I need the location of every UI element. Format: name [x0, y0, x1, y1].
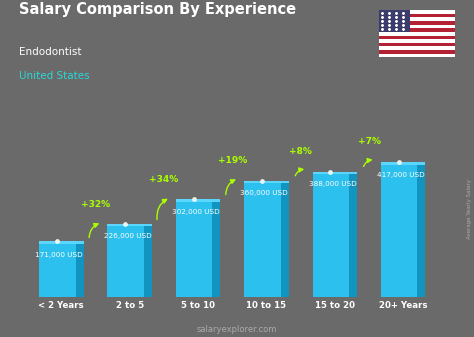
Bar — [176, 199, 220, 202]
Text: +32%: +32% — [81, 200, 110, 209]
Bar — [381, 162, 426, 165]
Bar — [381, 162, 426, 297]
Bar — [212, 199, 220, 297]
Bar — [379, 43, 455, 47]
Bar — [349, 172, 357, 297]
Bar — [244, 181, 289, 183]
Text: 302,000 USD: 302,000 USD — [172, 209, 220, 215]
Text: 360,000 USD: 360,000 USD — [240, 190, 288, 196]
Bar — [379, 28, 455, 32]
Bar — [379, 21, 455, 25]
Bar — [379, 10, 410, 32]
Text: 388,000 USD: 388,000 USD — [309, 181, 356, 187]
Bar — [244, 181, 289, 297]
Text: Salary Comparison By Experience: Salary Comparison By Experience — [19, 2, 296, 17]
Text: 171,000 USD: 171,000 USD — [36, 252, 83, 258]
Bar — [176, 199, 220, 297]
Bar — [379, 10, 455, 14]
Text: +7%: +7% — [357, 137, 381, 146]
Bar — [75, 242, 83, 297]
Bar — [39, 242, 83, 244]
Bar — [108, 224, 152, 297]
Bar — [39, 242, 83, 297]
Text: 417,000 USD: 417,000 USD — [377, 172, 425, 178]
Text: +8%: +8% — [289, 147, 312, 156]
Bar — [379, 35, 455, 39]
Bar — [379, 32, 455, 35]
Bar — [313, 172, 357, 297]
Bar — [379, 54, 455, 57]
Text: Average Yearly Salary: Average Yearly Salary — [466, 179, 472, 239]
Bar — [379, 47, 455, 50]
Bar — [379, 50, 455, 54]
Bar — [379, 25, 455, 28]
Bar — [313, 172, 357, 174]
Text: Endodontist: Endodontist — [19, 47, 82, 57]
Bar — [379, 39, 455, 43]
Text: +34%: +34% — [149, 175, 179, 184]
Bar — [379, 18, 455, 21]
Bar — [144, 224, 152, 297]
Bar — [418, 162, 426, 297]
Text: 226,000 USD: 226,000 USD — [104, 233, 152, 239]
Text: salaryexplorer.com: salaryexplorer.com — [197, 325, 277, 334]
Bar — [379, 14, 455, 18]
Text: +19%: +19% — [218, 156, 247, 165]
Bar — [108, 224, 152, 226]
Bar — [281, 181, 289, 297]
Text: United States: United States — [19, 71, 90, 81]
